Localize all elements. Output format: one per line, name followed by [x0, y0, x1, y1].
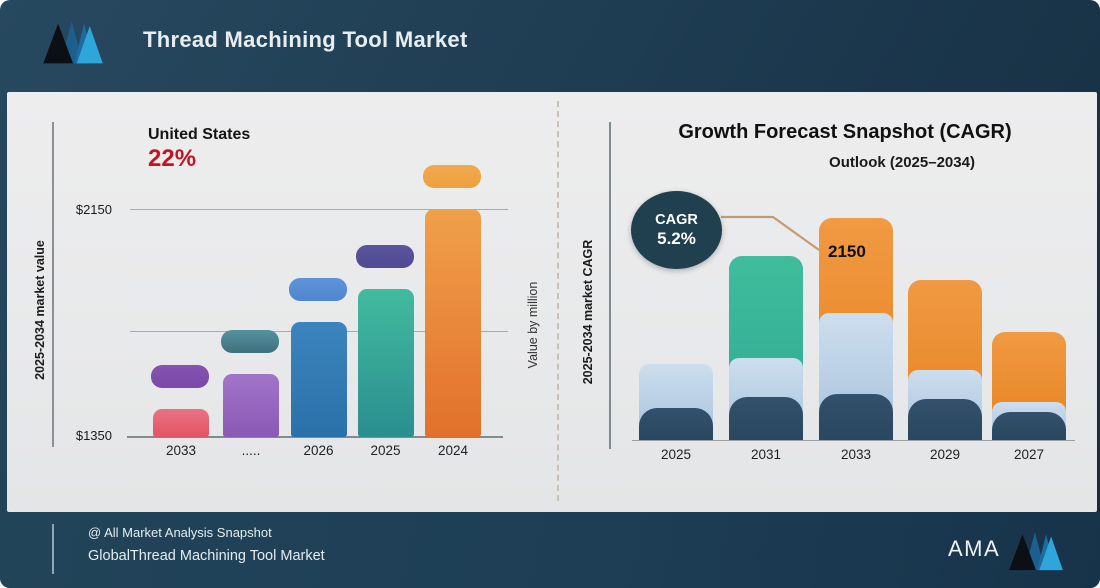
right-x-label-2029: 2029: [929, 447, 961, 462]
right-x-label-2027: 2027: [1013, 447, 1045, 462]
right-bar-2031-segment-navy: [729, 397, 803, 440]
left-bar-2033: [153, 408, 209, 437]
left-bar-2026: [290, 321, 347, 437]
left-bar-cap-2025: [355, 244, 414, 268]
footer: @ All Market Analysis Snapshot GlobalThr…: [0, 512, 1100, 588]
left-x-label-2024: 2024: [437, 443, 469, 458]
right-x-label-2033: 2033: [840, 447, 872, 462]
content-panel: 2025-2034 market value United States 22%…: [7, 92, 1097, 512]
left-bar-2024: [425, 209, 481, 437]
footer-brand-text: AMA: [948, 536, 1001, 561]
right-bar-2029-segment-navy: [908, 399, 982, 440]
right-bar-2025-segment-navy: [639, 408, 713, 440]
ama-mountain-logo-icon: [43, 21, 103, 64]
right-bar-2027-segment-navy: [992, 412, 1066, 440]
footer-caption: @ All Market Analysis Snapshot: [88, 525, 272, 540]
right-bar-2033-segment-navy: [819, 394, 893, 440]
left-chart-highlight-value: 22%: [148, 145, 197, 172]
left-y-tick-1350: $1350: [75, 428, 112, 443]
right-chart-subtitle: Outlook (2025–2034): [829, 154, 975, 171]
right-x-label-2031: 2031: [750, 447, 782, 462]
left-chart-title: United States: [148, 126, 251, 143]
left-y-tick-2150: $2150: [75, 202, 112, 217]
left-y-axis-label: 2025-2034 market value: [33, 240, 47, 380]
left-x-label-.....: .....: [241, 443, 261, 458]
left-bar-.....: [223, 374, 279, 437]
right-y-axis-line: [609, 122, 611, 449]
header: Thread Machining Tool Market: [0, 0, 1100, 92]
cagr-badge-value: 5.2%: [657, 228, 696, 248]
footer-report-title: GlobalThread Machining Tool Market: [88, 548, 325, 564]
left-bar-cap-2026: [288, 277, 347, 301]
right-y-axis-label: 2025-2034 market CAGR: [581, 239, 595, 385]
footer-divider-line: [52, 524, 54, 574]
left-right-side-label: Value by million: [526, 281, 540, 369]
right-x-label-2025: 2025: [660, 447, 692, 462]
right-chart-title: Growth Forecast Snapshot (CAGR): [678, 121, 1012, 143]
left-bar-cap-2024: [423, 165, 481, 188]
left-bar-cap-.....: [221, 330, 279, 354]
left-x-axis-line: [127, 436, 503, 438]
left-y-axis-line: [52, 122, 54, 447]
left-x-label-2025: 2025: [370, 443, 401, 458]
panel-divider: [557, 101, 559, 501]
cagr-badge: CAGR 5.2%: [631, 191, 722, 269]
left-x-label-2026: 2026: [303, 443, 334, 458]
left-bar-2025: [357, 288, 414, 437]
left-x-label-2033: 2033: [165, 443, 197, 458]
page-title: Thread Machining Tool Market: [143, 27, 468, 52]
left-bar-cap-2033: [151, 364, 209, 388]
bar-value-annotation: 2150: [828, 242, 866, 261]
footer-ama-logo-icon: [1009, 532, 1063, 571]
right-x-axis-line: [632, 440, 1075, 441]
cagr-badge-label: CAGR: [655, 211, 698, 228]
left-gridline-top: [130, 209, 508, 210]
